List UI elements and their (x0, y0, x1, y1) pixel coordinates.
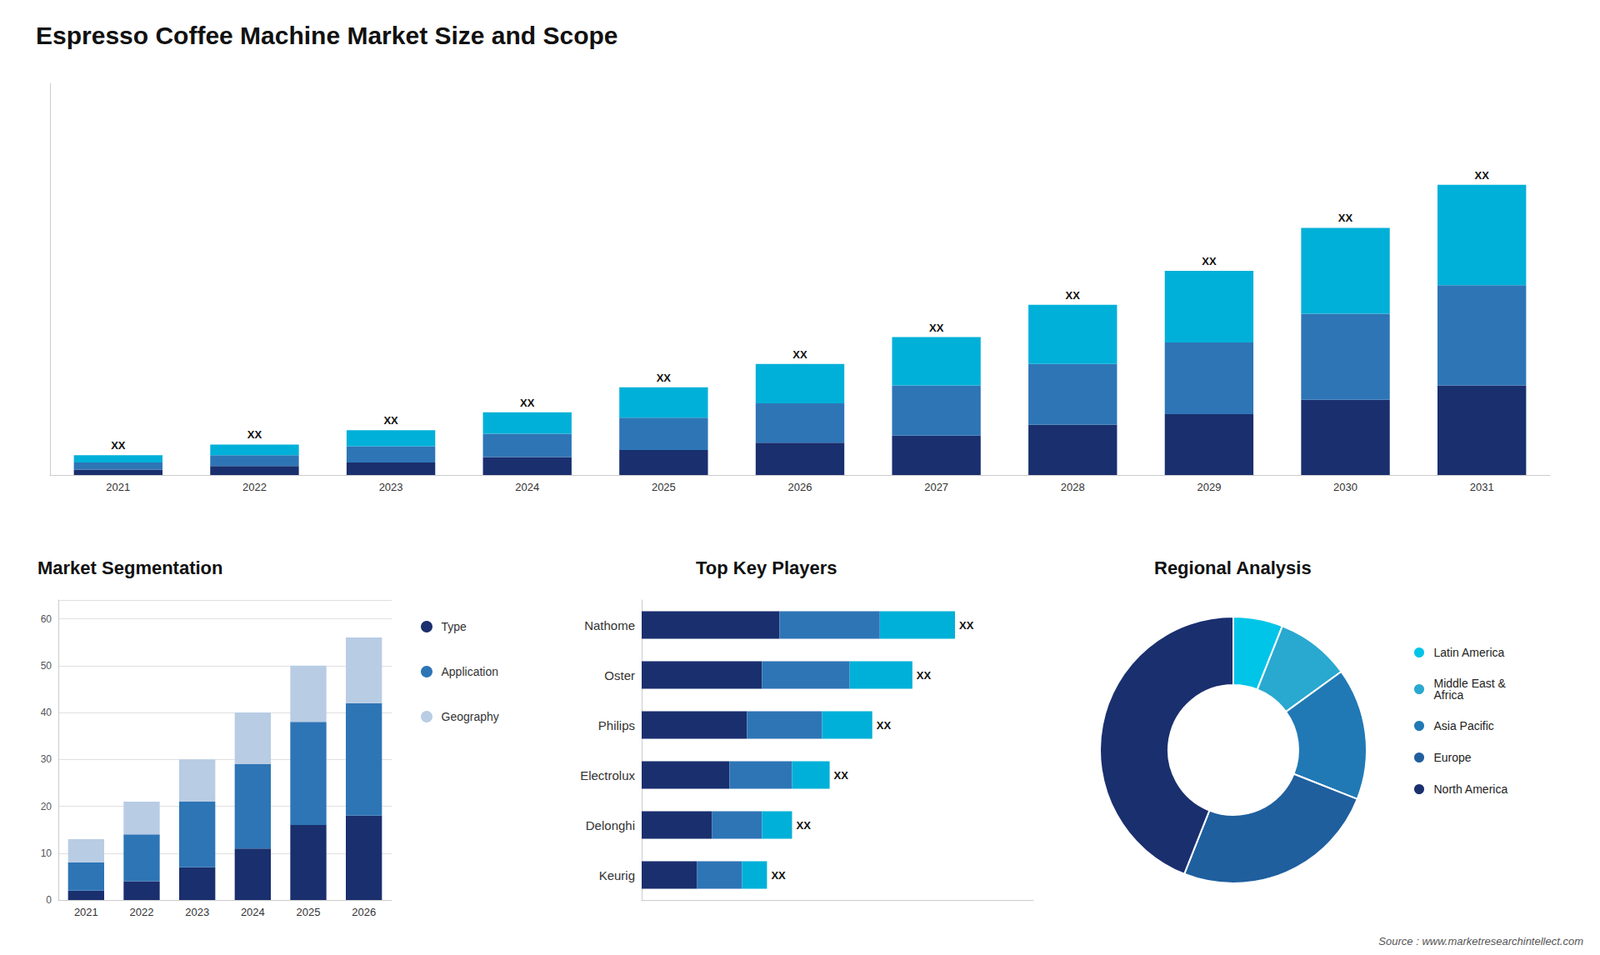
svg-text:North America: North America (1434, 782, 1509, 796)
svg-text:Geography: Geography (441, 710, 500, 724)
svg-text:XX: XX (876, 719, 892, 732)
svg-text:2029: 2029 (1196, 480, 1221, 494)
svg-text:2021: 2021 (74, 905, 99, 919)
svg-text:Espresso Coffee Machine Market: Espresso Coffee Machine Market Size and … (35, 21, 619, 50)
svg-text:XX: XX (1201, 255, 1217, 268)
svg-text:2028: 2028 (1060, 480, 1085, 494)
svg-text:XX: XX (520, 396, 535, 410)
svg-text:2026: 2026 (351, 905, 376, 919)
svg-text:Electrolux: Electrolux (580, 768, 635, 783)
svg-text:Africa: Africa (1434, 688, 1465, 702)
svg-text:Application: Application (441, 665, 500, 679)
svg-text:20: 20 (40, 800, 53, 813)
svg-text:XX: XX (247, 428, 263, 441)
svg-text:XX: XX (1065, 289, 1081, 302)
svg-text:Regional Analysis: Regional Analysis (1154, 557, 1312, 579)
svg-text:2031: 2031 (1470, 480, 1495, 494)
svg-text:Oster: Oster (604, 668, 635, 683)
svg-text:30: 30 (40, 753, 53, 765)
svg-text:2025: 2025 (651, 480, 676, 494)
svg-text:Latin America: Latin America (1434, 645, 1505, 660)
svg-text:60: 60 (40, 613, 53, 625)
svg-text:Nathome: Nathome (584, 618, 635, 633)
svg-text:Philips: Philips (598, 718, 635, 733)
svg-text:Type: Type (441, 620, 468, 634)
svg-text:2026: 2026 (788, 480, 813, 494)
svg-text:2021: 2021 (105, 480, 130, 494)
svg-text:0: 0 (45, 894, 52, 906)
svg-text:XX: XX (929, 321, 945, 335)
svg-text:2022: 2022 (130, 905, 155, 919)
svg-text:XX: XX (1338, 211, 1354, 225)
svg-text:Delonghi: Delonghi (585, 818, 635, 833)
svg-text:10: 10 (40, 847, 53, 860)
svg-text:Keurig: Keurig (599, 868, 635, 883)
svg-text:XX: XX (834, 769, 850, 782)
svg-text:Europe: Europe (1434, 750, 1472, 765)
svg-text:XX: XX (770, 869, 786, 882)
svg-text:XX: XX (656, 371, 672, 385)
svg-text:2023: 2023 (185, 905, 210, 919)
svg-text:Middle East &: Middle East & (1433, 676, 1506, 690)
svg-text:Market Segmentation: Market Segmentation (37, 557, 224, 579)
svg-text:XX: XX (959, 619, 975, 632)
svg-text:XX: XX (1475, 169, 1490, 182)
svg-text:2027: 2027 (924, 480, 949, 494)
svg-text:Source : www.marketresearchint: Source : www.marketresearchintellect.com (1378, 935, 1584, 948)
svg-text:2022: 2022 (242, 480, 267, 494)
svg-text:Asia Pacific: Asia Pacific (1434, 719, 1495, 733)
svg-text:2024: 2024 (515, 480, 540, 494)
svg-text:XX: XX (792, 348, 808, 361)
svg-text:XX: XX (795, 819, 811, 832)
svg-text:Top Key Players: Top Key Players (695, 557, 838, 579)
svg-text:2030: 2030 (1333, 480, 1358, 494)
svg-text:XX: XX (110, 439, 126, 452)
svg-text:50: 50 (40, 660, 53, 672)
svg-text:2025: 2025 (296, 905, 321, 919)
svg-text:2024: 2024 (240, 905, 265, 919)
svg-text:2023: 2023 (379, 480, 404, 494)
svg-text:XX: XX (916, 669, 932, 682)
svg-text:XX: XX (383, 414, 399, 427)
svg-text:40: 40 (40, 706, 53, 719)
